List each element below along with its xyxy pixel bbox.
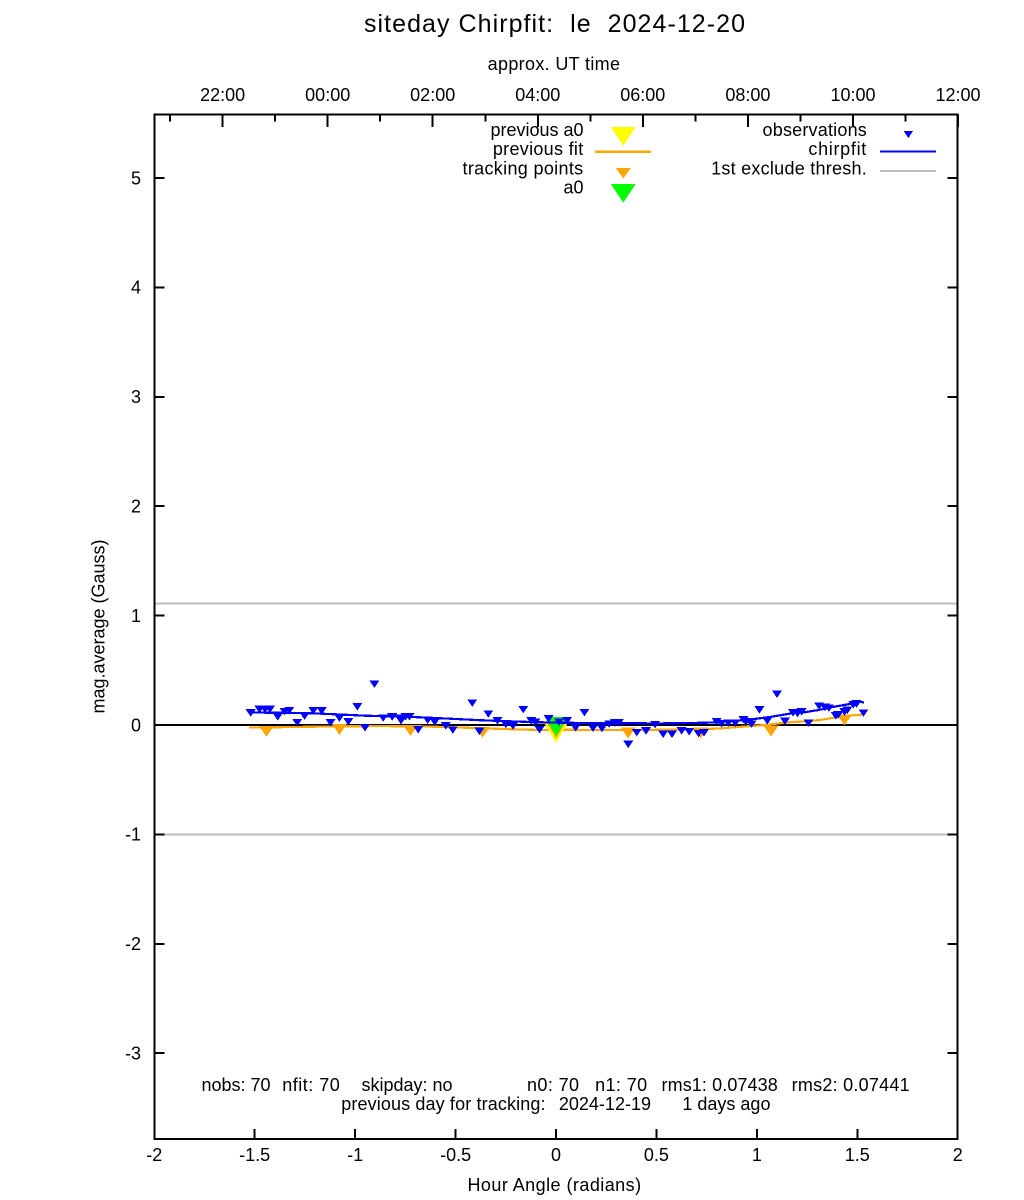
svg-text:siteday Chirpfit: le 2024-12: siteday Chirpfit: le 2024-12-20 xyxy=(364,10,746,38)
svg-text:0: 0 xyxy=(131,715,141,735)
svg-text:1 days ago: 1 days ago xyxy=(682,1094,770,1114)
svg-text:04:00: 04:00 xyxy=(515,85,560,105)
svg-text:1.5: 1.5 xyxy=(845,1145,870,1165)
svg-text:-1: -1 xyxy=(125,825,141,845)
svg-text:2: 2 xyxy=(953,1145,963,1165)
svg-text:10:00: 10:00 xyxy=(830,85,875,105)
svg-text:0.5: 0.5 xyxy=(644,1145,669,1165)
svg-text:3: 3 xyxy=(131,387,141,407)
svg-text:n0: 70: n0: 70 xyxy=(527,1075,579,1095)
svg-text:0: 0 xyxy=(551,1145,561,1165)
svg-text:n1: 70: n1: 70 xyxy=(595,1075,647,1095)
svg-text:approx. UT time: approx. UT time xyxy=(488,54,621,74)
svg-text:skipday: no: skipday: no xyxy=(362,1075,453,1095)
svg-text:2: 2 xyxy=(131,497,141,517)
svg-text:previous day for tracking:: previous day for tracking: xyxy=(341,1094,545,1114)
svg-text:observations: observations xyxy=(763,120,867,140)
svg-text:-1.5: -1.5 xyxy=(239,1145,270,1165)
svg-text:22:00: 22:00 xyxy=(200,85,245,105)
svg-text:previous a0: previous a0 xyxy=(490,120,583,140)
svg-text:-2: -2 xyxy=(125,934,141,954)
svg-text:rms2: 0.07441: rms2: 0.07441 xyxy=(792,1075,910,1095)
svg-text:08:00: 08:00 xyxy=(725,85,770,105)
svg-text:previous fit: previous fit xyxy=(493,139,584,159)
svg-text:02:00: 02:00 xyxy=(410,85,455,105)
svg-text:nobs: 70: nobs: 70 xyxy=(202,1075,271,1095)
svg-text:nfit: 70: nfit: 70 xyxy=(282,1075,340,1095)
svg-text:5: 5 xyxy=(131,168,141,188)
svg-text:06:00: 06:00 xyxy=(620,85,665,105)
svg-text:-1: -1 xyxy=(347,1145,363,1165)
svg-text:00:00: 00:00 xyxy=(305,85,350,105)
svg-text:-2: -2 xyxy=(146,1145,162,1165)
svg-text:a0: a0 xyxy=(563,178,583,198)
svg-text:-0.5: -0.5 xyxy=(440,1145,471,1165)
svg-text:chirpfit: chirpfit xyxy=(808,139,867,159)
svg-text:tracking points: tracking points xyxy=(462,158,583,178)
svg-text:2024-12-19: 2024-12-19 xyxy=(559,1094,651,1114)
svg-text:1: 1 xyxy=(131,606,141,626)
svg-text:rms1: 0.07438: rms1: 0.07438 xyxy=(662,1075,778,1095)
svg-text:mag.average (Gauss): mag.average (Gauss) xyxy=(89,539,109,713)
svg-text:1: 1 xyxy=(752,1145,762,1165)
svg-text:Hour Angle (radians): Hour Angle (radians) xyxy=(467,1175,641,1195)
svg-text:1st exclude thresh.: 1st exclude thresh. xyxy=(711,158,867,178)
svg-text:12:00: 12:00 xyxy=(935,85,980,105)
svg-text:4: 4 xyxy=(131,278,141,298)
svg-text:-3: -3 xyxy=(125,1044,141,1064)
